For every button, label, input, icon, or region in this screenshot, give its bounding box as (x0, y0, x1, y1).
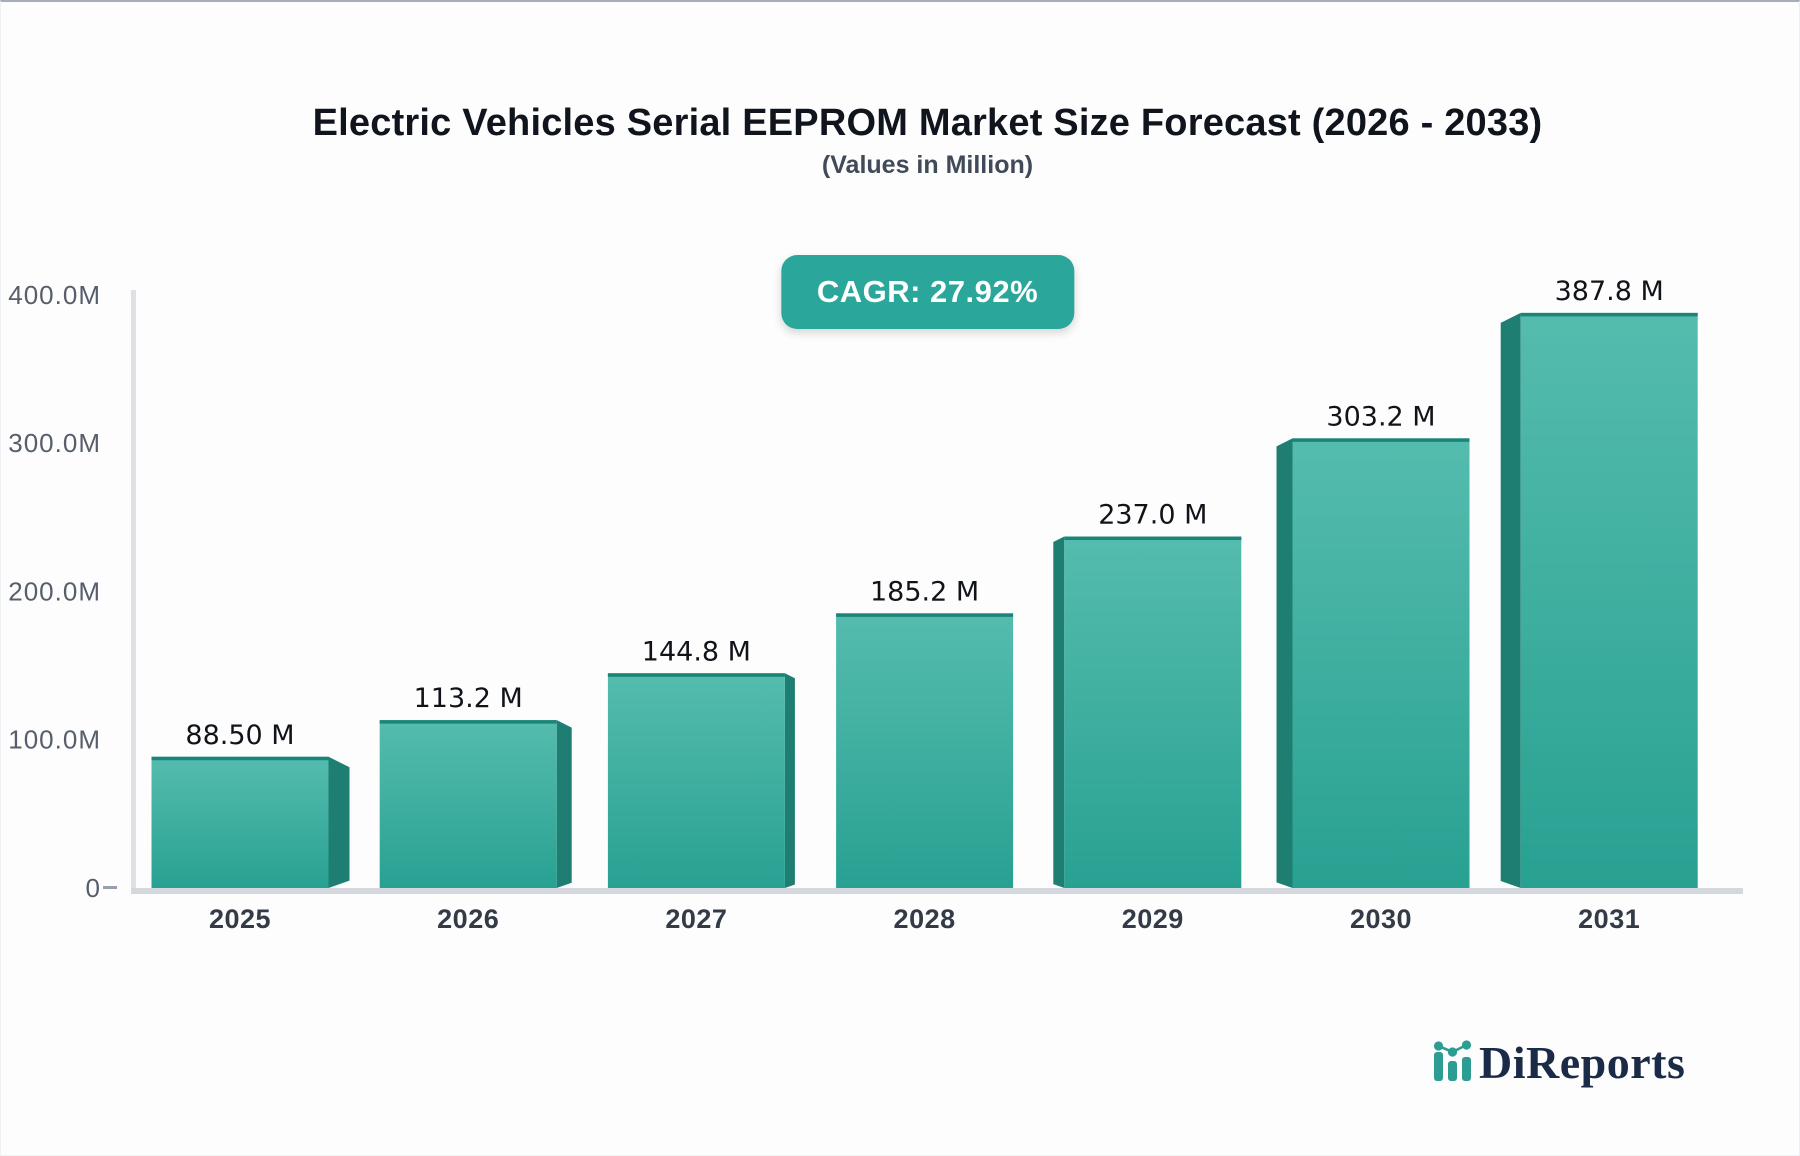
x-tick-label-2026: 2026 (437, 904, 499, 934)
bar-top-edge-2025 (151, 756, 329, 761)
zero-tick (103, 886, 117, 889)
direports-logo: DiReports (1433, 1037, 1713, 1088)
x-tick-label-2031: 2031 (1578, 904, 1640, 934)
bar-side-2025 (328, 756, 350, 888)
y-tick-label: 0 (86, 873, 101, 903)
bar-value-label-2025: 88.50 M (185, 720, 294, 751)
bar-2029 (1064, 536, 1242, 888)
bar-top-edge-2030 (1292, 438, 1470, 442)
bar-top-edge-2026 (379, 720, 557, 724)
bar-side-2029 (1053, 536, 1065, 888)
x-tick-label-2029: 2029 (1122, 904, 1184, 934)
x-tick-label-2030: 2030 (1350, 904, 1412, 934)
bar-side-2030 (1276, 438, 1293, 888)
bar-value-label-2031: 387.8 M (1555, 276, 1664, 307)
bar-value-label-2029: 237.0 M (1098, 500, 1207, 531)
y-tick-label: 400.0M (8, 280, 101, 310)
bar-side-2027 (784, 673, 795, 888)
x-tick-label-2028: 2028 (894, 904, 956, 934)
x-tick-label-2025: 2025 (209, 904, 271, 934)
x-axis-baseline (131, 888, 1743, 894)
bar-value-label-2027: 144.8 M (642, 636, 751, 667)
bar-2027 (607, 673, 785, 888)
bar-top-edge-2028 (836, 613, 1014, 617)
bar-side-2026 (556, 720, 572, 888)
bar-2025 (151, 756, 329, 888)
logo-bar-line-chart-icon (1433, 1040, 1472, 1081)
bar-top-edge-2029 (1064, 536, 1242, 541)
x-tick-label-2027: 2027 (665, 904, 727, 934)
bar-top-edge-2031 (1520, 312, 1698, 317)
cagr-badge: CAGR: 27.92% (780, 255, 1075, 329)
bar-top-edge-2027 (607, 673, 785, 677)
chart-subtitle: (Values in Million) (821, 151, 1034, 179)
y-tick-label: 200.0M (8, 576, 101, 606)
y-axis-line (131, 290, 136, 888)
y-tick-label: 100.0M (8, 725, 101, 755)
logo-wordmark: DiReports (1479, 1037, 1686, 1088)
bar-2031 (1520, 312, 1698, 889)
y-tick-label: 300.0M (8, 428, 101, 458)
bar-2026 (379, 720, 557, 888)
bar-2030 (1292, 438, 1470, 888)
chart-title: Electric Vehicles Serial EEPROM Market S… (312, 102, 1543, 144)
bar-value-label-2026: 113.2 M (414, 683, 523, 714)
bar-2028 (836, 613, 1014, 888)
bar-value-label-2028: 185.2 M (870, 576, 979, 607)
bar-side-2031 (1500, 312, 1521, 889)
bar-value-label-2030: 303.2 M (1326, 401, 1435, 432)
